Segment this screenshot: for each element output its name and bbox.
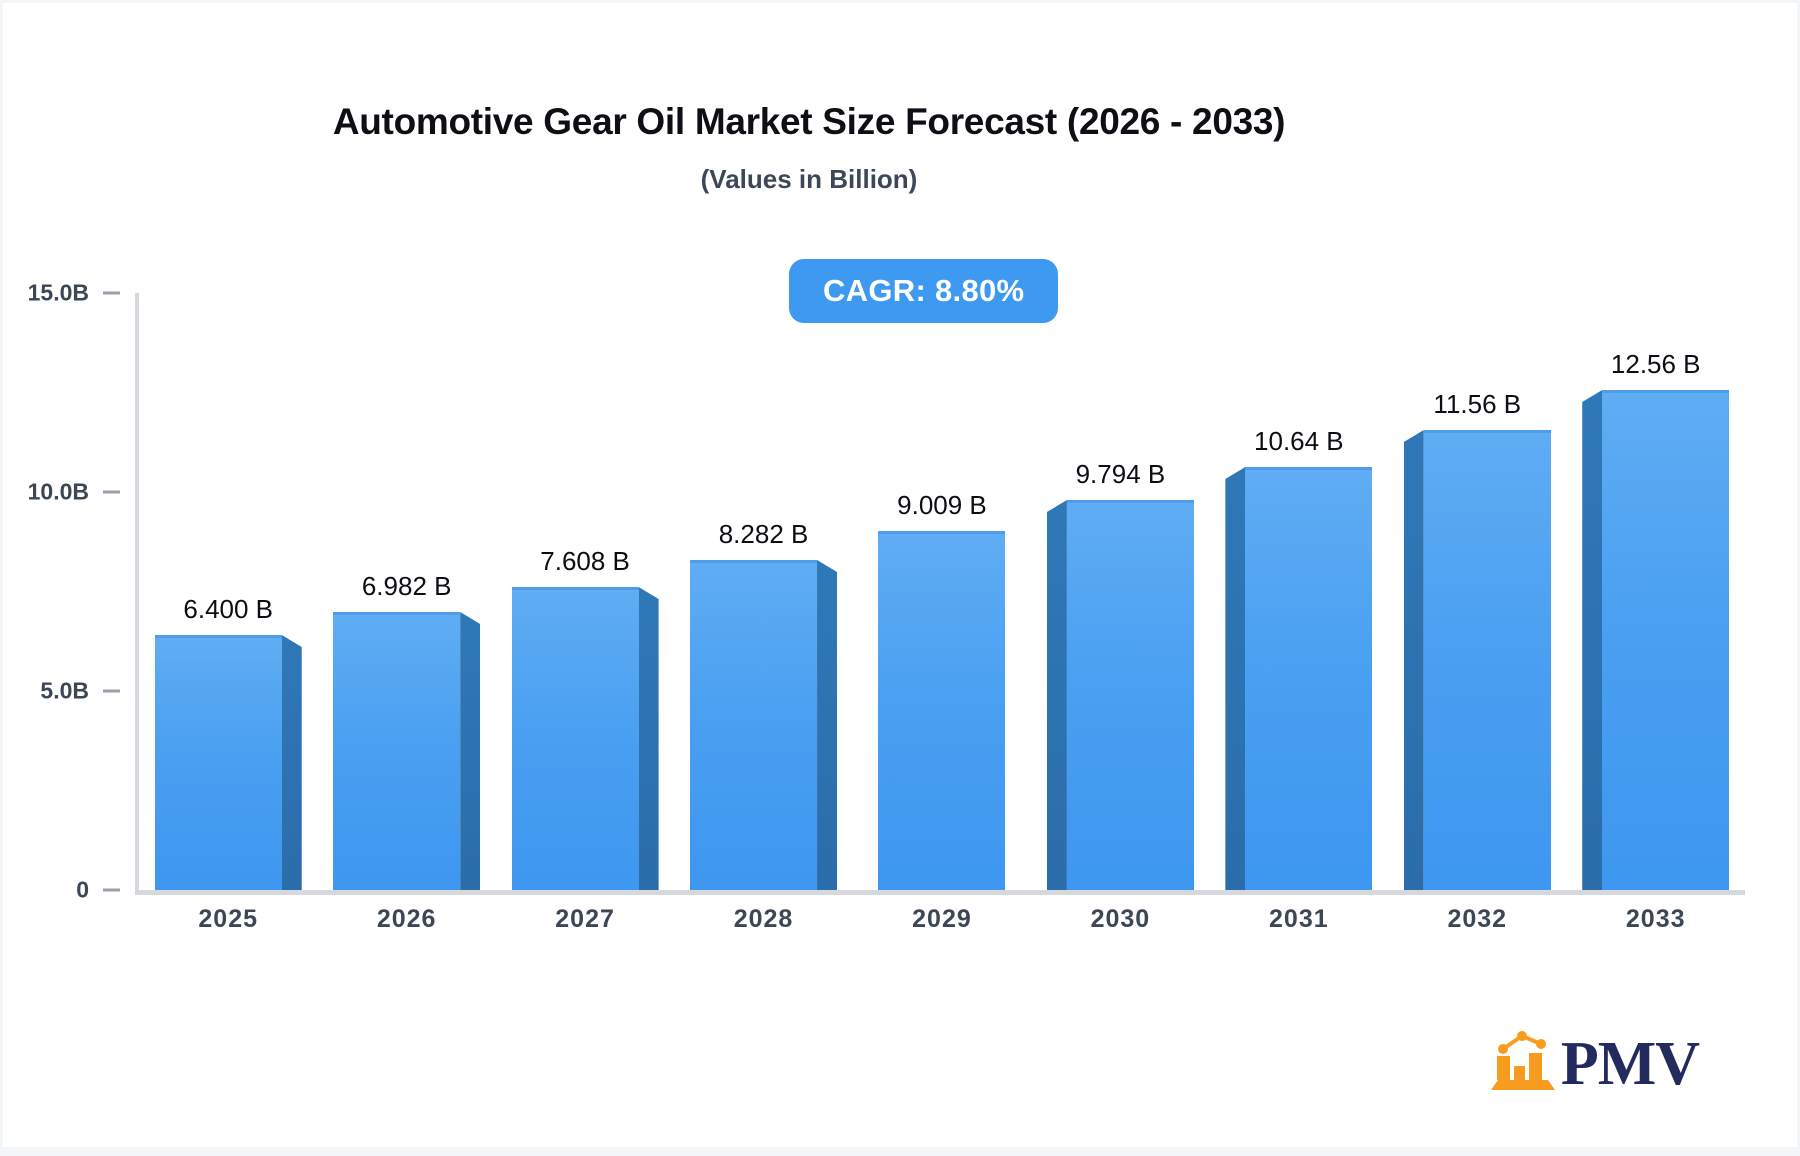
bar-front-face — [511, 587, 639, 890]
bar-front-face — [878, 531, 1006, 890]
y-tick-label: 15.0B — [27, 279, 89, 306]
bar-value-label: 9.009 B — [897, 490, 987, 520]
bar-2027 — [511, 587, 659, 890]
bar-front-face — [1602, 390, 1730, 890]
y-tick-label: 5.0B — [40, 677, 89, 704]
bar-value-label: 11.56 B — [1433, 389, 1522, 419]
chart-subtitle: (Values in Billion) — [700, 164, 918, 194]
bar-2030 — [1046, 500, 1194, 890]
bar-side-face — [460, 612, 481, 890]
plot-area: 6.400 B 2025 6.982 B 2026 7.608 B 2027 8.282 B… — [135, 293, 1745, 933]
x-axis-label: 2027 — [555, 905, 615, 933]
bar-side-face — [1046, 500, 1067, 890]
cagr-badge-label: CAGR: 8.80% — [823, 273, 1025, 308]
y-tick-dash — [103, 490, 120, 494]
bar-side-face — [817, 560, 838, 890]
bar-2029 — [878, 531, 1006, 890]
x-axis-label: 2032 — [1447, 905, 1508, 933]
bar-slot: 9.009 B 2029 — [853, 293, 1031, 933]
y-tick-label: 0 — [76, 876, 89, 903]
y-tick-dash — [103, 291, 120, 295]
y-tick-dash — [103, 888, 120, 892]
chart-title: Automotive Gear Oil Market Size Forecast… — [332, 101, 1286, 142]
chart-card: Automotive Gear Oil Market Size Forecast… — [3, 3, 1797, 1147]
y-tick-label: 10.0B — [27, 478, 89, 505]
bar-slot: 9.794 B 2030 — [1031, 293, 1209, 933]
x-axis-line — [135, 890, 1745, 895]
bar-side-face — [1403, 430, 1424, 890]
y-axis-line — [135, 293, 139, 890]
bar-2033 — [1582, 390, 1730, 890]
y-tick-dash — [103, 689, 120, 693]
x-axis-label: 2025 — [198, 905, 259, 933]
bar-value-label: 7.608 B — [540, 546, 630, 576]
bar-2025 — [154, 635, 302, 890]
bar-slot: 11.56 B 2032 — [1388, 293, 1566, 933]
bar-value-label: 6.400 B — [183, 594, 274, 624]
bar-2026 — [333, 612, 481, 890]
bar-front-face — [1245, 467, 1373, 890]
bar-front-face — [333, 612, 461, 890]
bar-value-label: 8.282 B — [718, 519, 809, 549]
bar-slot: 10.64 B 2031 — [1210, 293, 1388, 933]
bar-side-face — [1225, 467, 1246, 890]
bar-slot: 7.608 B 2027 — [496, 293, 674, 933]
bar-2032 — [1403, 430, 1551, 890]
bar-value-label: 9.794 B — [1075, 459, 1166, 489]
pmv-logo: PMV — [1490, 1028, 1700, 1099]
x-axis-label: 2030 — [1090, 905, 1151, 933]
bar-side-face — [638, 587, 659, 890]
y-axis: 15.0B 10.0B 5.0B 0 — [3, 280, 135, 903]
bar-front-face — [690, 560, 818, 890]
bar-slot: 8.282 B 2028 — [674, 293, 852, 933]
bar-side-face — [1582, 390, 1603, 890]
bar-value-label: 6.982 B — [361, 571, 452, 601]
bar-value-label: 10.64 B — [1254, 426, 1344, 456]
bar-slot: 12.56 B 2033 — [1567, 293, 1745, 933]
x-axis-label: 2031 — [1269, 905, 1329, 933]
x-axis-label: 2033 — [1625, 905, 1686, 933]
x-axis-label: 2028 — [733, 905, 794, 933]
bar-front-face — [1066, 500, 1194, 890]
x-axis-label: 2029 — [912, 905, 972, 933]
x-axis-label: 2026 — [376, 905, 437, 933]
bar-value-label: 12.56 B — [1610, 349, 1701, 379]
bar-chart-logo-icon — [1490, 1031, 1555, 1090]
bar-side-face — [281, 635, 302, 890]
bar-slot: 6.400 B 2025 — [139, 293, 317, 933]
bars-container: 6.400 B 2025 6.982 B 2026 7.608 B 2027 8.282 B… — [139, 293, 1745, 933]
bar-2028 — [690, 560, 838, 890]
pmv-logo-text: PMV — [1560, 1030, 1700, 1099]
bar-front-face — [154, 635, 282, 890]
bar-2031 — [1225, 467, 1373, 890]
bar-slot: 6.982 B 2026 — [317, 293, 495, 933]
bar-front-face — [1423, 430, 1551, 890]
cagr-badge: CAGR: 8.80% — [789, 259, 1059, 323]
